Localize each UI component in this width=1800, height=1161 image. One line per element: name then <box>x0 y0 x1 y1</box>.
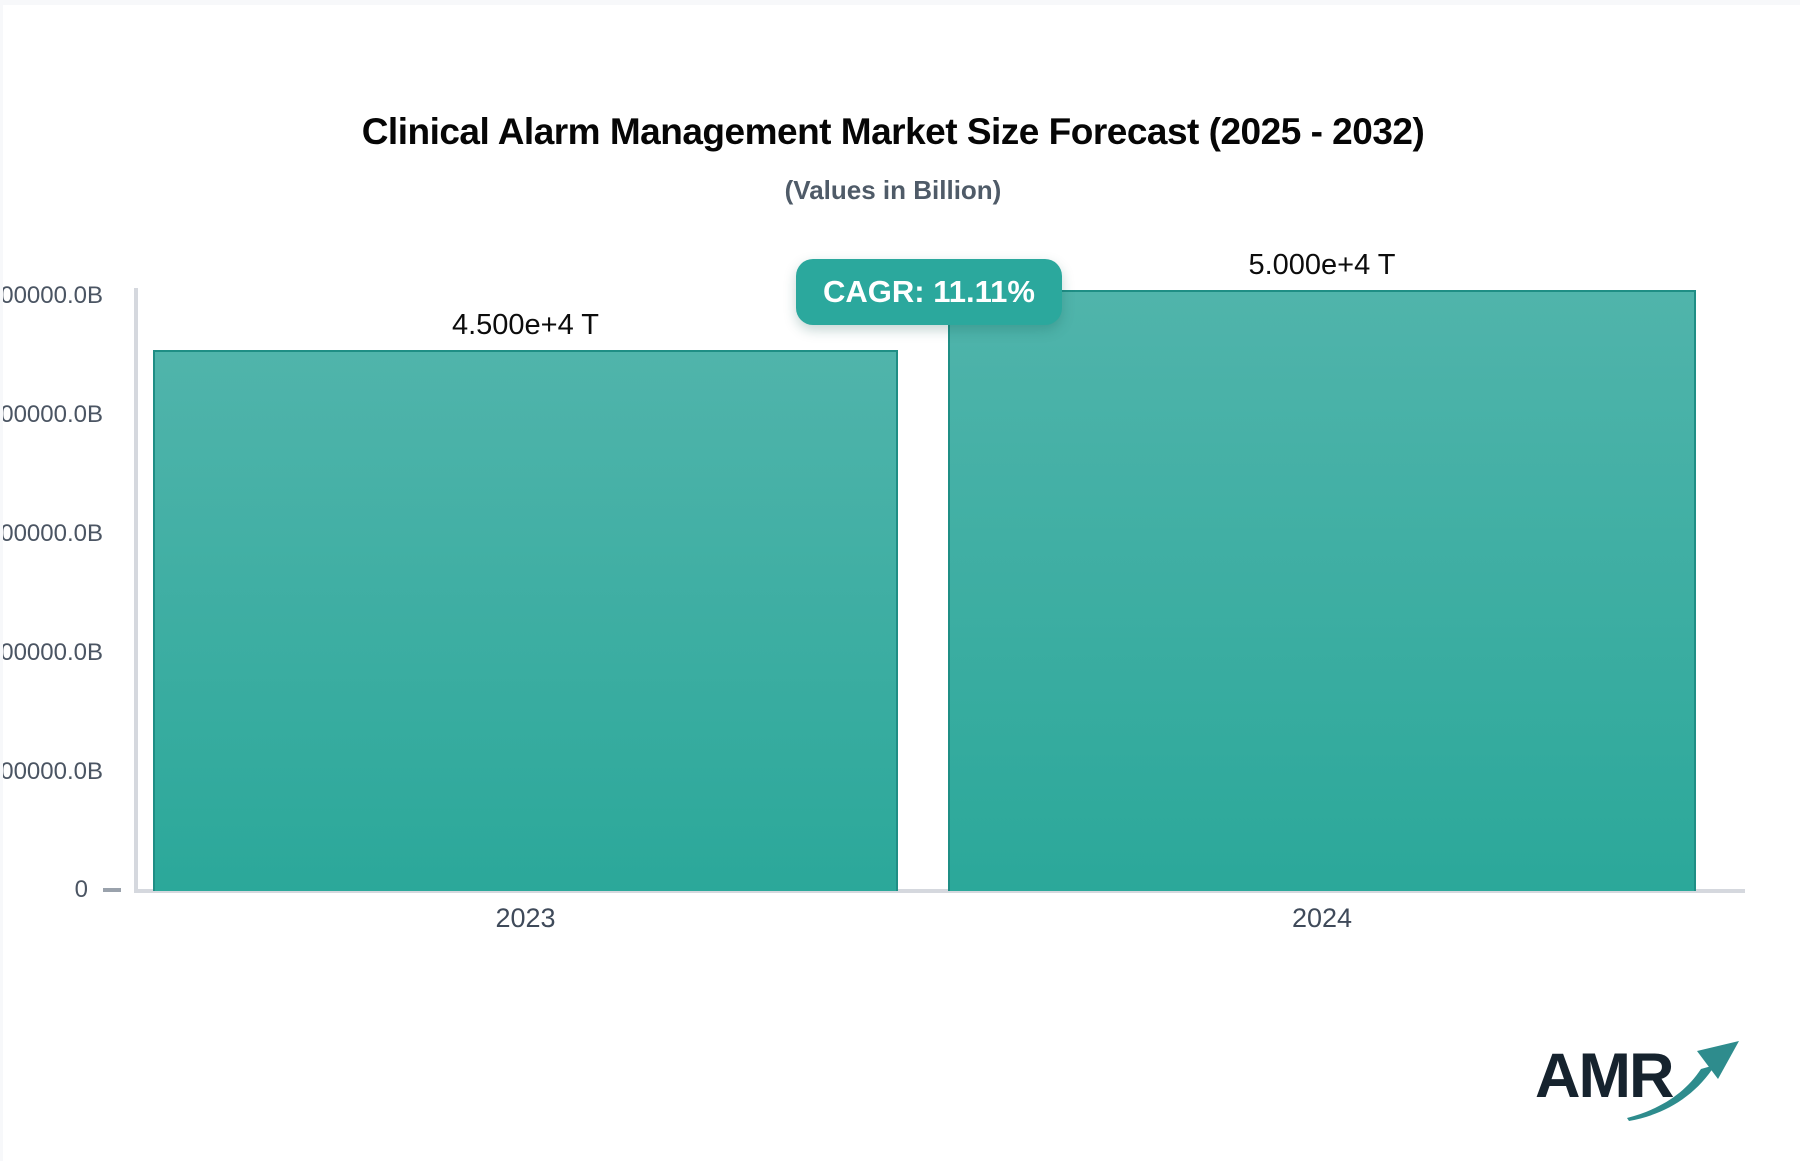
growth-arrow-icon <box>1627 1041 1739 1121</box>
chart-canvas: Clinical Alarm Management Market Size Fo… <box>3 5 1800 1161</box>
amr-logo-text: AMR <box>1535 1041 1674 1111</box>
y-axis-line <box>134 288 138 891</box>
bar-rect-2024 <box>948 290 1696 891</box>
y-tick-label: 00000.0B <box>3 401 103 428</box>
x-axis-line <box>134 889 1745 893</box>
bar-rect-2023 <box>153 350 898 891</box>
chart-title: Clinical Alarm Management Market Size Fo… <box>361 111 1425 152</box>
y-tick-label: 00000.0B <box>3 758 103 785</box>
y-tick-label: 00000.0B <box>3 282 103 309</box>
y-tick-label: 00000.0B <box>3 639 103 666</box>
bar-value-label-2023: 4.500e+4 T <box>451 309 599 341</box>
amr-logo: AMR <box>1535 1037 1739 1132</box>
y-tick-label-zero: 0 <box>74 876 88 903</box>
x-tick-label-2024: 2024 <box>1291 903 1353 933</box>
bar-value-label-2024: 5.000e+4 T <box>1248 249 1396 281</box>
cagr-badge: CAGR: 11.11% <box>796 259 1062 325</box>
x-tick-label-2023: 2023 <box>495 903 556 933</box>
y-tick-label: 00000.0B <box>3 520 103 547</box>
zero-tick-mark <box>103 888 121 892</box>
chart-subtitle: (Values in Billion) <box>784 175 1002 205</box>
